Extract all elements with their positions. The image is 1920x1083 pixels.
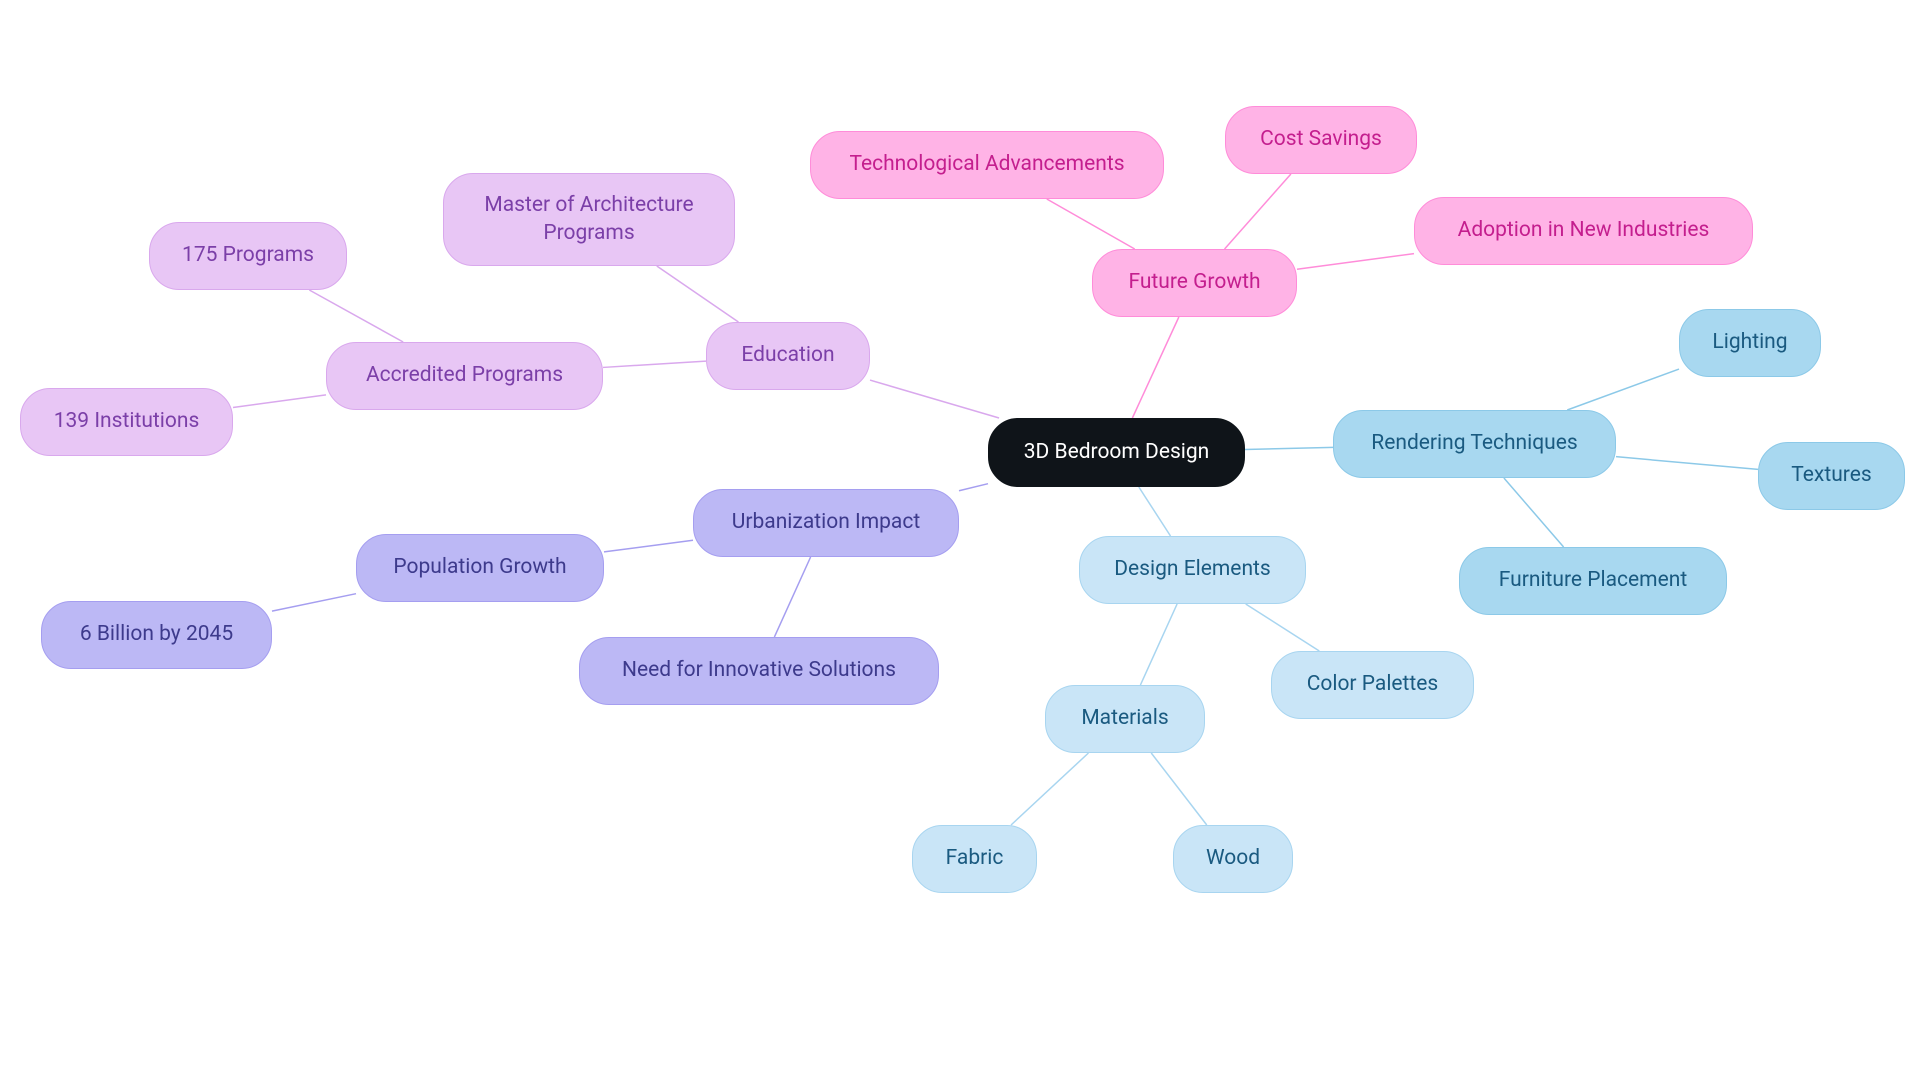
mindmap-node-label: Lighting	[1712, 329, 1787, 356]
mindmap-node-label: Technological Advancements	[849, 151, 1124, 178]
mindmap-edge	[959, 484, 988, 491]
mindmap-node-rendering: Rendering Techniques	[1333, 410, 1616, 478]
mindmap-node-label: Master of Architecture Programs	[472, 192, 706, 247]
mindmap-node-label: Color Palettes	[1307, 671, 1439, 698]
mindmap-node-fabric: Fabric	[912, 825, 1037, 893]
mindmap-edge	[604, 540, 693, 552]
mindmap-node-label: Education	[741, 342, 834, 369]
mindmap-edge	[1504, 478, 1564, 547]
mindmap-node-label: Design Elements	[1114, 556, 1271, 583]
mindmap-node-label: Wood	[1206, 845, 1260, 872]
mindmap-node-furniture: Furniture Placement	[1459, 547, 1727, 615]
mindmap-edge	[1139, 487, 1171, 536]
mindmap-node-label: Urbanization Impact	[732, 509, 920, 536]
mindmap-edge	[1151, 753, 1207, 825]
mindmap-node-label: 6 Billion by 2045	[80, 621, 233, 648]
mindmap-edge	[1225, 174, 1291, 249]
mindmap-node-materials: Materials	[1045, 685, 1205, 753]
mindmap-node-cost-savings: Cost Savings	[1225, 106, 1417, 174]
mindmap-node-accredited: Accredited Programs	[326, 342, 603, 410]
mindmap-node-adoption: Adoption in New Industries	[1414, 197, 1753, 265]
mindmap-node-label: 175 Programs	[182, 242, 314, 269]
mindmap-edge	[1140, 604, 1177, 685]
mindmap-edge	[272, 594, 356, 611]
mindmap-edge	[309, 290, 403, 342]
mindmap-node-label: 139 Institutions	[54, 408, 200, 435]
mindmap-edge	[1616, 457, 1758, 470]
mindmap-edge	[1245, 447, 1333, 449]
mindmap-edge	[1047, 199, 1135, 249]
mindmap-edge	[1246, 604, 1320, 651]
mindmap-node-label: Cost Savings	[1260, 126, 1382, 153]
mindmap-node-population: Population Growth	[356, 534, 604, 602]
mindmap-node-label: Population Growth	[393, 554, 566, 581]
mindmap-edge	[1132, 317, 1178, 418]
mindmap-edge	[774, 557, 810, 637]
mindmap-node-label: Rendering Techniques	[1371, 430, 1577, 457]
mindmap-edge	[1567, 369, 1679, 410]
mindmap-edge	[1011, 753, 1088, 825]
mindmap-node-label: Future Growth	[1128, 269, 1260, 296]
mindmap-node-textures: Textures	[1758, 442, 1905, 510]
mindmap-node-design-elements: Design Elements	[1079, 536, 1306, 604]
mindmap-node-six-billion: 6 Billion by 2045	[41, 601, 272, 669]
mindmap-node-label: Textures	[1791, 462, 1871, 489]
mindmap-node-label: Fabric	[946, 845, 1004, 872]
mindmap-node-label: Materials	[1081, 705, 1168, 732]
mindmap-node-master-arch: Master of Architecture Programs	[443, 173, 735, 266]
mindmap-node-tech-adv: Technological Advancements	[810, 131, 1164, 199]
mindmap-node-label: 3D Bedroom Design	[1024, 439, 1210, 466]
mindmap-node-color-palettes: Color Palettes	[1271, 651, 1474, 719]
mindmap-node-center: 3D Bedroom Design	[988, 418, 1245, 487]
mindmap-node-need-innovative: Need for Innovative Solutions	[579, 637, 939, 705]
mindmap-edge	[1297, 254, 1414, 270]
mindmap-node-education: Education	[706, 322, 870, 390]
mindmap-node-institutions-139: 139 Institutions	[20, 388, 233, 456]
mindmap-node-programs-175: 175 Programs	[149, 222, 347, 290]
mindmap-node-urbanization: Urbanization Impact	[693, 489, 959, 557]
mindmap-node-future-growth: Future Growth	[1092, 249, 1297, 317]
mindmap-node-lighting: Lighting	[1679, 309, 1821, 377]
mindmap-node-label: Adoption in New Industries	[1458, 217, 1710, 244]
mindmap-node-label: Accredited Programs	[366, 362, 563, 389]
mindmap-node-wood: Wood	[1173, 825, 1293, 893]
mindmap-node-label: Need for Innovative Solutions	[622, 657, 896, 684]
mindmap-edge	[233, 395, 326, 408]
mindmap-node-label: Furniture Placement	[1499, 567, 1687, 594]
mindmap-edge	[657, 266, 739, 322]
mindmap-edge	[870, 380, 999, 418]
mindmap-edge	[603, 361, 706, 367]
